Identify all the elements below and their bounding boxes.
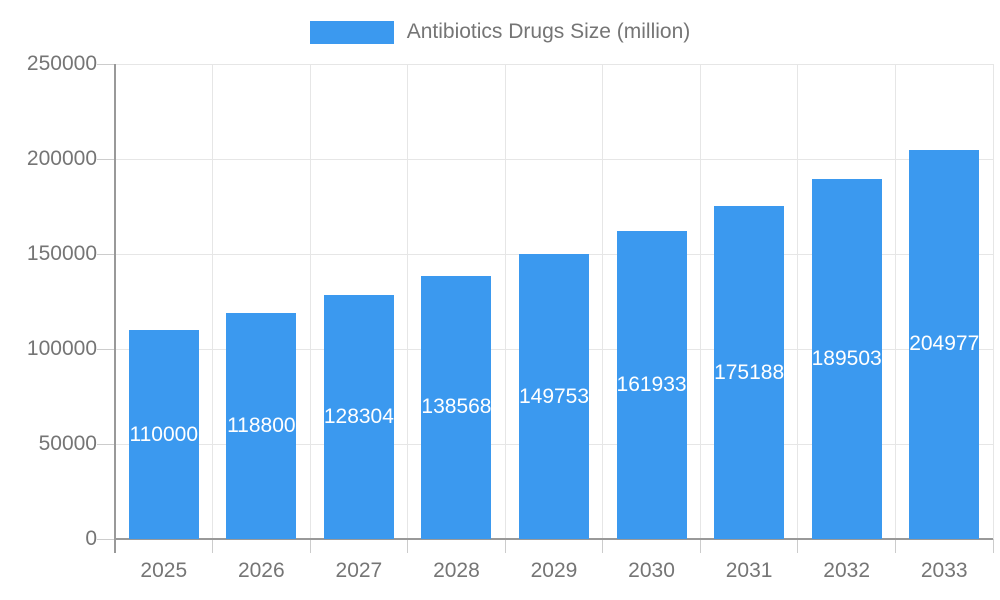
x-axis-line	[115, 538, 993, 540]
y-axis-tick	[97, 253, 115, 255]
bar-value-label: 189503	[811, 346, 882, 370]
y-tick-label: 0	[85, 527, 97, 550]
gridline-vertical	[602, 64, 604, 539]
x-tick-label: 2028	[433, 559, 480, 582]
x-axis-tick	[602, 539, 604, 553]
bar[interactable]: 138568	[421, 275, 492, 539]
x-tick-label: 2032	[823, 559, 870, 582]
gridline-vertical	[212, 64, 214, 539]
x-axis-tick	[407, 539, 409, 553]
bar[interactable]: 128304	[324, 295, 394, 539]
bar[interactable]: 118800	[226, 313, 297, 539]
gridline-vertical	[504, 64, 506, 539]
y-tick-label: 150000	[26, 242, 97, 265]
gridline-horizontal	[115, 253, 993, 255]
bar-value-label: 149753	[518, 384, 590, 408]
y-axis-tick	[97, 63, 115, 65]
bar-value-label: 138568	[421, 395, 492, 419]
y-tick-label: 200000	[26, 147, 97, 170]
y-axis-line	[114, 64, 116, 553]
x-tick-label: 2033	[920, 559, 968, 582]
x-tick-label: 2025	[140, 559, 188, 582]
x-tick-label: 2031	[725, 559, 773, 582]
legend-label: Antibiotics Drugs Size (million)	[406, 20, 691, 43]
x-tick-label: 2026	[237, 559, 285, 582]
y-tick-label: 100000	[26, 337, 97, 360]
y-axis-tick	[97, 348, 115, 350]
x-axis-tick	[504, 539, 506, 553]
gridline-vertical	[797, 64, 799, 539]
bar[interactable]: 161933	[617, 231, 687, 539]
legend-swatch	[309, 20, 394, 44]
bar[interactable]: 149753	[519, 254, 589, 539]
x-tick-label: 2030	[628, 559, 675, 582]
bar[interactable]: 204977	[909, 149, 980, 539]
bar-value-label: 161933	[616, 373, 687, 397]
y-tick-label: 50000	[38, 432, 97, 455]
bar-value-label: 118800	[227, 414, 296, 438]
y-axis-tick	[97, 158, 115, 160]
x-axis-tick	[797, 539, 799, 553]
x-axis-tick	[894, 539, 896, 553]
y-tick-label: 250000	[26, 52, 97, 75]
bar-value-label: 204977	[909, 332, 980, 356]
bar-value-label: 175188	[714, 360, 785, 384]
x-axis-tick	[699, 539, 701, 553]
bar-value-label: 110000	[129, 422, 199, 446]
gridline-vertical	[894, 64, 896, 539]
x-axis-tick	[309, 539, 311, 553]
gridline-vertical	[699, 64, 701, 539]
x-axis-tick	[212, 539, 214, 553]
bar[interactable]: 189503	[811, 178, 882, 539]
y-axis-tick	[97, 538, 115, 540]
gridline-vertical	[309, 64, 311, 539]
gridline-horizontal	[115, 63, 993, 65]
gridline-vertical	[407, 64, 409, 539]
x-axis-tick	[992, 539, 994, 553]
bar[interactable]: 175188	[714, 206, 784, 539]
x-tick-label: 2027	[335, 559, 383, 582]
legend[interactable]: Antibiotics Drugs Size (million)	[0, 18, 1000, 46]
gridline-horizontal	[115, 158, 993, 160]
gridline-vertical	[992, 64, 994, 539]
x-tick-label: 2029	[530, 559, 578, 582]
y-axis-tick	[97, 443, 115, 445]
bar[interactable]: 110000	[128, 330, 199, 539]
bar-value-label: 128304	[323, 405, 394, 429]
